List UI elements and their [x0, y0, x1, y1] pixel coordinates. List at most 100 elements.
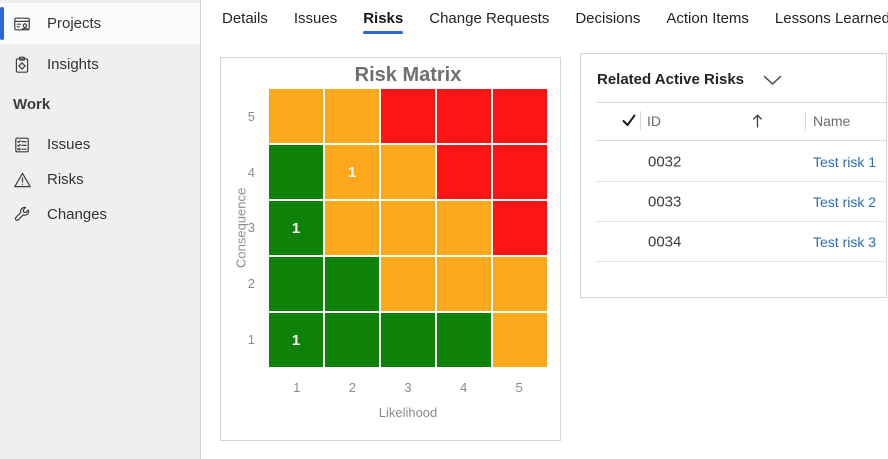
y-tick-label: 2 — [247, 276, 255, 292]
sidebar-item-issues[interactable]: Issues — [0, 127, 200, 162]
risk-name-link[interactable]: Test risk 2 — [813, 194, 877, 210]
table-row[interactable]: 0033 Test risk 2 — [581, 182, 886, 222]
matrix-cell-l1-c1[interactable]: 1 — [269, 313, 323, 367]
changes-icon — [12, 205, 32, 225]
matrix-cell-l3-c2[interactable] — [381, 257, 435, 311]
tab-label: Change Requests — [429, 10, 550, 27]
active-tab-underline — [363, 31, 404, 34]
cell-count: 1 — [291, 331, 301, 349]
sidebar-item-label: Issues — [47, 136, 91, 153]
sidebar-nav-main: Projects Insights — [0, 3, 200, 85]
matrix-cell-l4-c4[interactable] — [437, 145, 491, 199]
column-divider — [805, 111, 806, 131]
risk-id-cell: 0034 — [648, 233, 682, 251]
sidebar-item-changes[interactable]: Changes — [0, 197, 200, 232]
header-divider-top — [596, 102, 886, 103]
x-axis-label: Likelihood — [378, 405, 438, 420]
matrix-cell-l3-c3[interactable] — [381, 201, 435, 255]
sidebar: Projects Insights Work Issues Risks Changes — [0, 0, 201, 459]
y-axis-ticks: 5 4 3 2 1 — [221, 89, 261, 367]
sidebar-item-projects[interactable]: Projects — [0, 3, 200, 44]
matrix-cell-l2-c2[interactable] — [325, 257, 379, 311]
tab-lessons-learned[interactable]: Lessons Learned — [775, 10, 888, 27]
matrix-cell-l4-c3[interactable] — [437, 201, 491, 255]
y-tick-label: 4 — [247, 164, 255, 180]
sort-ascending-icon[interactable] — [752, 113, 763, 129]
sidebar-item-label: Risks — [47, 171, 84, 188]
matrix-cell-l5-c2[interactable] — [493, 257, 547, 311]
panel-header: Related Active Risks — [581, 54, 886, 88]
x-tick-label: 3 — [404, 380, 412, 395]
column-divider — [640, 111, 641, 131]
x-tick-label: 2 — [348, 380, 356, 395]
sidebar-item-risks[interactable]: Risks — [0, 162, 200, 197]
matrix-cell-l5-c5[interactable] — [493, 89, 547, 143]
matrix-cell-l1-c5[interactable] — [269, 89, 323, 143]
sidebar-nav-work: Issues Risks Changes — [0, 127, 200, 232]
y-tick-label: 1 — [247, 331, 255, 347]
risk-name-link[interactable]: Test risk 1 — [813, 154, 877, 170]
x-axis-ticks: 1 2 3 4 5 — [269, 380, 547, 395]
tab-label: Details — [222, 10, 268, 27]
matrix-cell-l2-c1[interactable] — [325, 313, 379, 367]
issues-icon — [12, 135, 32, 155]
matrix-cell-l3-c5[interactable] — [381, 89, 435, 143]
cell-count: 1 — [347, 163, 357, 181]
tab-risks[interactable]: Risks — [363, 10, 404, 34]
sidebar-item-label: Insights — [47, 56, 99, 73]
matrix-cell-l4-c1[interactable] — [437, 313, 491, 367]
risk-id-cell: 0032 — [648, 153, 682, 171]
risk-name-link[interactable]: Test risk 3 — [813, 234, 877, 250]
matrix-cell-l2-c5[interactable] — [325, 89, 379, 143]
selected-indicator-bar — [0, 7, 4, 40]
matrix-cell-l1-c2[interactable] — [269, 257, 323, 311]
tab-label: Lessons Learned — [774, 10, 888, 27]
tab-action-items[interactable]: Action Items — [666, 10, 749, 27]
panel-title: Related Active Risks — [597, 71, 745, 88]
tab-label: Issues — [293, 10, 338, 27]
y-tick-label: 3 — [247, 220, 255, 236]
cell-count: 1 — [291, 219, 301, 237]
matrix-cell-l3-c4[interactable] — [381, 145, 435, 199]
header-divider-bottom — [596, 140, 886, 141]
matrix-cell-l4-c5[interactable] — [437, 89, 491, 143]
sidebar-section-work: Work — [13, 96, 51, 113]
tab-change-requests[interactable]: Change Requests — [429, 10, 549, 27]
select-all-checkmark-icon[interactable] — [622, 114, 636, 127]
x-tick-label: 4 — [459, 380, 468, 395]
x-tick-label: 1 — [293, 380, 301, 395]
tab-label: Action Items — [666, 10, 749, 27]
matrix-cell-l4-c2[interactable] — [437, 257, 491, 311]
x-tick-label: 5 — [515, 380, 523, 395]
matrix-cell-l1-c3[interactable]: 1 — [269, 201, 323, 255]
matrix-cell-l5-c1[interactable] — [493, 313, 547, 367]
chevron-down-icon[interactable] — [763, 75, 782, 86]
matrix-title: Risk Matrix — [354, 64, 462, 86]
tab-bar: Details Issues Risks Change Requests Decisio… — [202, 0, 888, 44]
column-header-name[interactable]: Name — [813, 113, 851, 129]
risk-id-cell: 0033 — [648, 193, 682, 211]
insights-icon — [12, 55, 32, 75]
tab-issues[interactable]: Issues — [294, 10, 337, 27]
matrix-cell-l3-c1[interactable] — [381, 313, 435, 367]
table-header-row: ID Name — [581, 102, 886, 140]
related-risks-panel: Related Active Risks ID Name 0032 Test ri… — [580, 53, 887, 298]
table-row[interactable]: 0032 Test risk 1 — [581, 142, 886, 182]
tab-details[interactable]: Details — [222, 10, 268, 27]
column-header-id[interactable]: ID — [647, 113, 661, 129]
matrix-cell-l2-c4[interactable]: 1 — [325, 145, 379, 199]
matrix-cell-l2-c3[interactable] — [325, 201, 379, 255]
sidebar-item-insights[interactable]: Insights — [0, 44, 200, 85]
sidebar-item-label: Projects — [47, 15, 102, 32]
risks-icon — [12, 170, 32, 190]
tab-decisions[interactable]: Decisions — [575, 10, 640, 27]
risk-matrix-grid: 1 1 1 — [269, 89, 547, 367]
matrix-cell-l1-c4[interactable] — [269, 145, 323, 199]
tab-label: Risks — [363, 10, 404, 27]
table-row[interactable]: 0034 Test risk 3 — [581, 222, 886, 262]
risk-table-body: 0032 Test risk 1 0033 Test risk 2 0034 Test r… — [581, 142, 886, 262]
matrix-cell-l5-c4[interactable] — [493, 145, 547, 199]
matrix-cell-l5-c3[interactable] — [493, 201, 547, 255]
